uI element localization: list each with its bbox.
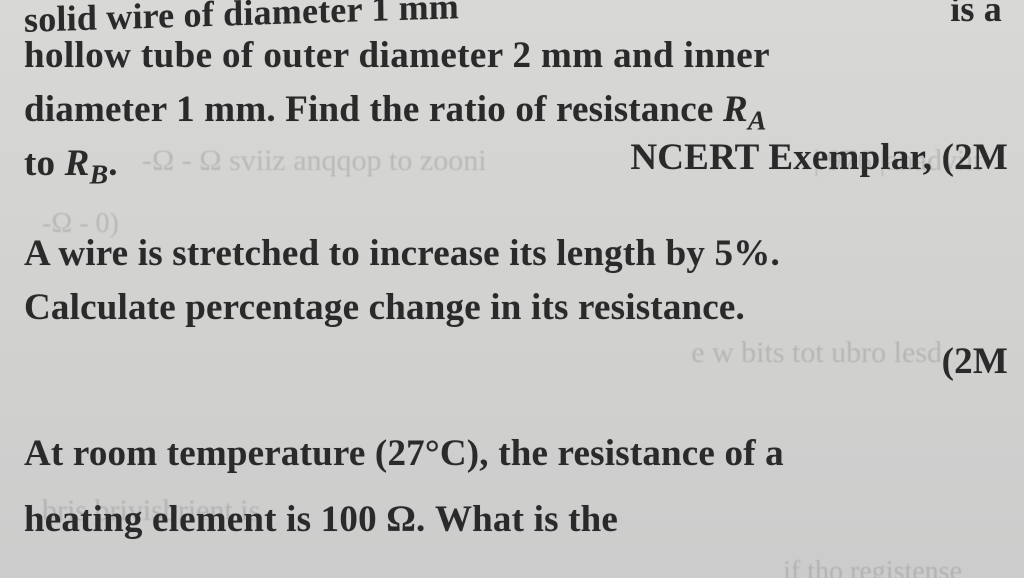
text-line-1b: is a <box>950 0 1002 30</box>
var-R: R <box>723 89 748 130</box>
text-span: diameter 1 mm. Find the ratio of resista… <box>24 89 723 130</box>
ghost-text-2: e w bits tot ubro lesd <box>691 336 942 370</box>
text-line-4-left: to RB. <box>24 142 118 191</box>
var-R: R <box>65 143 90 184</box>
text-line-6: Calculate percentage change in its resis… <box>24 286 745 329</box>
text-line-7: At room temperature (27°C), the resistan… <box>24 432 784 475</box>
textbook-page: solid wire of diameter 1 mm is a hollow … <box>22 0 1002 578</box>
text-span: . <box>108 143 117 184</box>
text-line-5: A wire is stretched to increase its leng… <box>24 232 780 275</box>
text-line-2: hollow tube of outer diameter 2 mm and i… <box>24 34 770 77</box>
text-line-3: diameter 1 mm. Find the ratio of resista… <box>24 88 767 137</box>
var-sub-B: B <box>90 159 109 190</box>
text-line-6-right: (2M <box>942 340 1008 383</box>
text-line-4-right: NCERT Exemplar, (2M <box>630 136 1008 179</box>
text-line-8: heating element is 100 Ω. What is the <box>24 498 618 541</box>
ghost-text-4: if tho registense <box>783 556 962 578</box>
ghost-text-1: -Ω - Ω sviiz anqqop to zooni <box>142 144 487 178</box>
var-sub-A: A <box>748 105 767 136</box>
text-span: to <box>24 143 65 184</box>
